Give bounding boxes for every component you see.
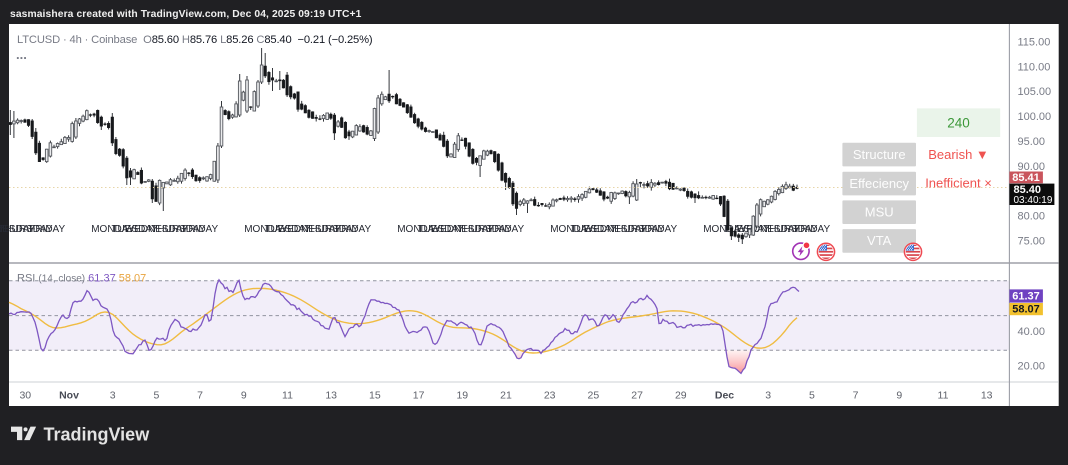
svg-text:7: 7 [197,390,203,402]
svg-text:85.41: 85.41 [1012,172,1040,184]
svg-text:VTA: VTA [867,233,892,248]
svg-text:WEDNESDAY: WEDNESDAY [584,224,648,235]
svg-text:...: ... [16,47,27,62]
svg-text:20.00: 20.00 [1018,361,1046,373]
svg-text:TUESDAY: TUESDAY [417,224,464,235]
svg-text:19: 19 [456,390,468,402]
svg-text:RSI (14, close) 61.37 58.07: RSI (14, close) 61.37 58.07 [17,273,146,285]
svg-text:03:40:19: 03:40:19 [1014,195,1053,206]
svg-text:23: 23 [544,390,556,402]
svg-text:TradingView: TradingView [44,425,151,445]
svg-text:25: 25 [588,390,600,402]
svg-text:9: 9 [241,390,247,402]
svg-text:TUESDAY: TUESDAY [264,224,311,235]
svg-text:Bearish ▼: Bearish ▼ [928,147,989,162]
svg-text:5: 5 [809,390,815,402]
svg-text:sasmaishera created with Tradi: sasmaishera created with TradingView.com… [10,9,362,20]
svg-text:9: 9 [896,390,902,402]
svg-text:THURSDAY: THURSDAY [304,224,359,235]
svg-text:11: 11 [938,390,949,402]
svg-text:TUESDAY: TUESDAY [723,224,770,235]
svg-text:3: 3 [765,390,771,402]
svg-text:FRIDAY: FRIDAY [794,224,830,235]
svg-text:WEDNESDAY: WEDNESDAY [278,224,342,235]
svg-text:FRIDAY: FRIDAY [335,224,371,235]
svg-text:TUESDAY: TUESDAY [111,224,158,235]
svg-text:THURSDAY: THURSDAY [151,224,206,235]
svg-text:WEDNESDAY: WEDNESDAY [0,224,36,235]
svg-text:3: 3 [110,390,116,402]
svg-text:WEDNESDAY: WEDNESDAY [125,224,189,235]
svg-text:Dec: Dec [715,390,734,402]
svg-text:MONDAY: MONDAY [91,224,134,235]
svg-text:15: 15 [369,390,381,402]
svg-text:TUESDAY: TUESDAY [570,224,617,235]
svg-text:THURSDAY: THURSDAY [457,224,512,235]
svg-text:Structure: Structure [853,147,906,162]
svg-text:58.07: 58.07 [1012,304,1040,316]
svg-text:21: 21 [500,390,512,402]
svg-text:WEDNESDAY: WEDNESDAY [431,224,495,235]
svg-text:Effeciency: Effeciency [849,176,909,191]
svg-text:MONDAY: MONDAY [703,224,746,235]
svg-text:MONDAY: MONDAY [244,224,287,235]
svg-text:27: 27 [631,390,643,402]
svg-text:LTCUSD · 4h · Coinbase O85.60: LTCUSD · 4h · Coinbase O85.60 H85.76 L85… [17,34,373,46]
svg-text:THURSDAY: THURSDAY [0,224,53,235]
svg-text:FRIDAY: FRIDAY [488,224,524,235]
svg-text:105.00: 105.00 [1018,86,1052,98]
svg-text:MSU: MSU [865,204,894,219]
svg-text:MONDAY: MONDAY [397,224,440,235]
svg-text:13: 13 [981,390,993,402]
svg-text:61.37: 61.37 [1012,291,1040,303]
svg-text:40.00: 40.00 [1018,326,1046,338]
svg-text:7: 7 [853,390,859,402]
svg-text:FRIDAY: FRIDAY [29,224,65,235]
svg-text:100.00: 100.00 [1018,111,1052,123]
svg-text:FRIDAY: FRIDAY [641,224,677,235]
svg-text:240: 240 [947,116,970,131]
svg-text:115.00: 115.00 [1018,36,1051,48]
svg-text:90.00: 90.00 [1018,161,1046,173]
svg-text:Inefficient ×: Inefficient × [925,176,992,191]
svg-text:THURSDAY: THURSDAY [763,224,818,235]
svg-text:30: 30 [19,390,31,402]
svg-text:17: 17 [413,390,425,402]
svg-text:11: 11 [282,390,293,402]
svg-text:29: 29 [675,390,687,402]
svg-text:THURSDAY: THURSDAY [610,224,665,235]
svg-text:Nov: Nov [59,390,79,402]
svg-text:80.00: 80.00 [1018,211,1046,223]
svg-text:5: 5 [153,390,159,402]
svg-text:13: 13 [325,390,337,402]
svg-text:110.00: 110.00 [1018,61,1051,73]
svg-text:85.40: 85.40 [1014,184,1042,196]
svg-text:MONDAY: MONDAY [550,224,593,235]
svg-text:FRIDAY: FRIDAY [182,224,218,235]
svg-text:95.00: 95.00 [1018,136,1046,148]
svg-text:WEDNESDAY: WEDNESDAY [737,224,801,235]
svg-text:TUESDAY: TUESDAY [0,224,5,235]
svg-text:75.00: 75.00 [1018,235,1046,247]
